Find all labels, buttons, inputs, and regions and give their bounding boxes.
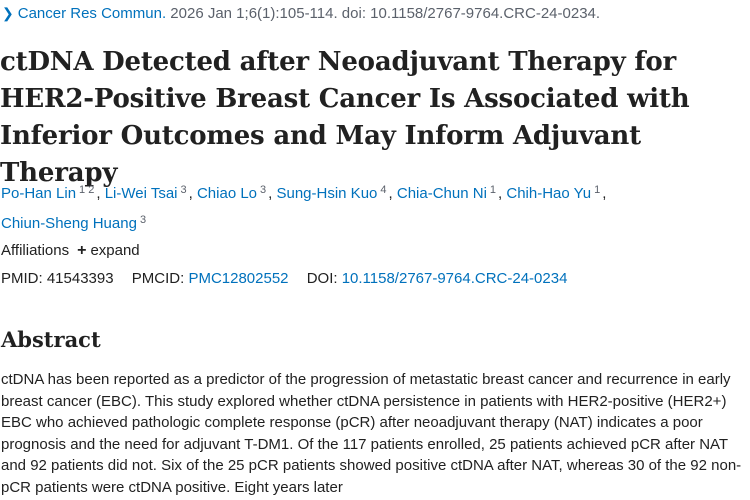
pmcid-link[interactable]: PMC12802552	[188, 270, 289, 287]
author-affiliation-ref[interactable]: 3	[180, 184, 187, 196]
abstract-text: ctDNA has been reported as a predictor o…	[1, 371, 742, 496]
journal-link[interactable]: Cancer Res Commun.	[17, 5, 167, 22]
author-link[interactable]: Chia-Chun Ni	[396, 185, 487, 202]
author-link[interactable]: Chih-Hao Yu	[506, 185, 592, 202]
expand-label[interactable]: expand	[90, 242, 140, 259]
author-list: Po-Han Lin 1 2, Li-Wei Tsai 3, Chiao Lo 3, …	[1, 184, 607, 232]
plus-icon[interactable]: +	[77, 242, 87, 259]
article-title: ctDNA Detected after Neoadjuvant Therapy…	[0, 47, 690, 188]
author-affiliation-ref[interactable]: 1	[489, 184, 497, 196]
author-affiliation-ref[interactable]: 1	[594, 184, 601, 196]
abstract-heading: Abstract	[1, 327, 101, 352]
pmid-value: 41543393	[46, 270, 114, 287]
author-link[interactable]: Chiun-Sheng Huang	[1, 215, 137, 232]
affiliations-label: Affiliations	[1, 242, 70, 259]
author-link[interactable]: Sung-Hsin Kuo	[276, 185, 378, 202]
doi-label: DOI:	[306, 270, 338, 287]
author-affiliation-ref[interactable]: 3	[139, 214, 147, 226]
citation-line: ❯ Cancer Res Commun. 2026 Jan 1;6(1):105-…	[2, 3, 600, 24]
affiliations-toggle[interactable]: Affiliations + expand	[1, 241, 140, 261]
author-affiliation-ref[interactable]: 3	[260, 184, 267, 196]
pmid-label: PMID:	[1, 270, 43, 287]
article-identifiers: PMID: 41543393 PMCID: PMC12802552 DOI: 1…	[1, 269, 567, 289]
author-link[interactable]: Po-Han Lin	[1, 185, 77, 202]
pmcid-label: PMCID:	[131, 270, 185, 287]
author-affiliation-ref[interactable]: 1 2	[79, 184, 95, 196]
author-link[interactable]: Li-Wei Tsai	[104, 185, 178, 202]
doi-link[interactable]: 10.1158/2767-9764.CRC-24-0234	[341, 270, 568, 287]
citation-details: 2026 Jan 1;6(1):105-114. doi: 10.1158/27…	[170, 5, 601, 22]
chevron-right-icon: ❯	[2, 5, 14, 21]
author-link[interactable]: Chiao Lo	[196, 185, 258, 202]
author-affiliation-ref[interactable]: 4	[380, 184, 387, 196]
